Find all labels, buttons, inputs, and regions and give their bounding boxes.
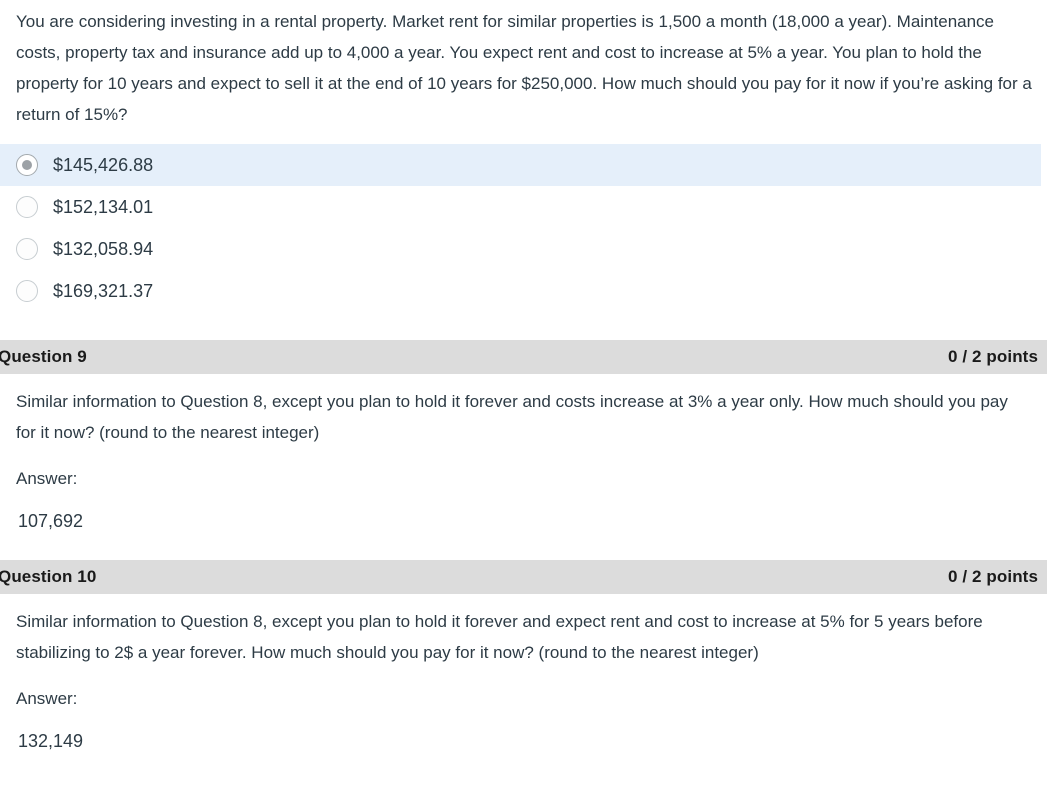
answer-option-label: $145,426.88 xyxy=(53,155,154,175)
question-9-points: 0 / 2 points xyxy=(948,347,1038,366)
question-10-title: Question 10 xyxy=(0,567,97,586)
spacer xyxy=(0,374,1047,386)
radio-button-icon[interactable] xyxy=(16,280,38,302)
spacer xyxy=(0,532,1047,560)
radio-button-icon[interactable] xyxy=(16,238,38,260)
radio-button-icon[interactable] xyxy=(16,196,38,218)
question-9-answer-value: 107,692 xyxy=(18,511,84,531)
spacer xyxy=(0,709,1047,731)
spacer xyxy=(0,594,1047,606)
answer-option-1[interactable]: $145,426.88 xyxy=(0,144,1041,186)
question-10-answer-value: 132,149 xyxy=(18,731,84,751)
answer-option-label: $132,058.94 xyxy=(53,239,154,259)
question-10-header: Question 10 0 / 2 points xyxy=(0,560,1047,594)
question-9-stem: Similar information to Question 8, excep… xyxy=(16,392,1008,442)
answer-option-label: $169,321.37 xyxy=(53,281,154,301)
question-9-answer-label: Answer: xyxy=(16,469,78,488)
question-10-points: 0 / 2 points xyxy=(948,567,1038,586)
radio-dot-icon xyxy=(22,160,32,170)
spacer xyxy=(0,489,1047,511)
spacer xyxy=(0,668,1047,689)
question-8-block: You are considering investing in a renta… xyxy=(0,0,1047,312)
radio-button-selected-icon[interactable] xyxy=(16,154,38,176)
question-8-stem: You are considering investing in a renta… xyxy=(16,12,1032,124)
question-10-answer-label: Answer: xyxy=(16,689,78,708)
answer-option-label: $152,134.01 xyxy=(53,197,154,217)
question-8-answer-options: $145,426.88 $152,134.01 $132,058.94 $169… xyxy=(0,144,1047,312)
question-9-title: Question 9 xyxy=(0,347,87,366)
question-9-header: Question 9 0 / 2 points xyxy=(0,340,1047,374)
question-10-block: Question 10 0 / 2 points Similar informa… xyxy=(0,560,1047,752)
answer-option-3[interactable]: $132,058.94 xyxy=(0,228,1047,270)
spacer xyxy=(0,312,1047,340)
spacer xyxy=(0,448,1047,469)
answer-option-2[interactable]: $152,134.01 xyxy=(0,186,1047,228)
question-10-stem: Similar information to Question 8, excep… xyxy=(16,612,983,662)
question-9-block: Question 9 0 / 2 points Similar informat… xyxy=(0,340,1047,532)
answer-option-4[interactable]: $169,321.37 xyxy=(0,270,1047,312)
